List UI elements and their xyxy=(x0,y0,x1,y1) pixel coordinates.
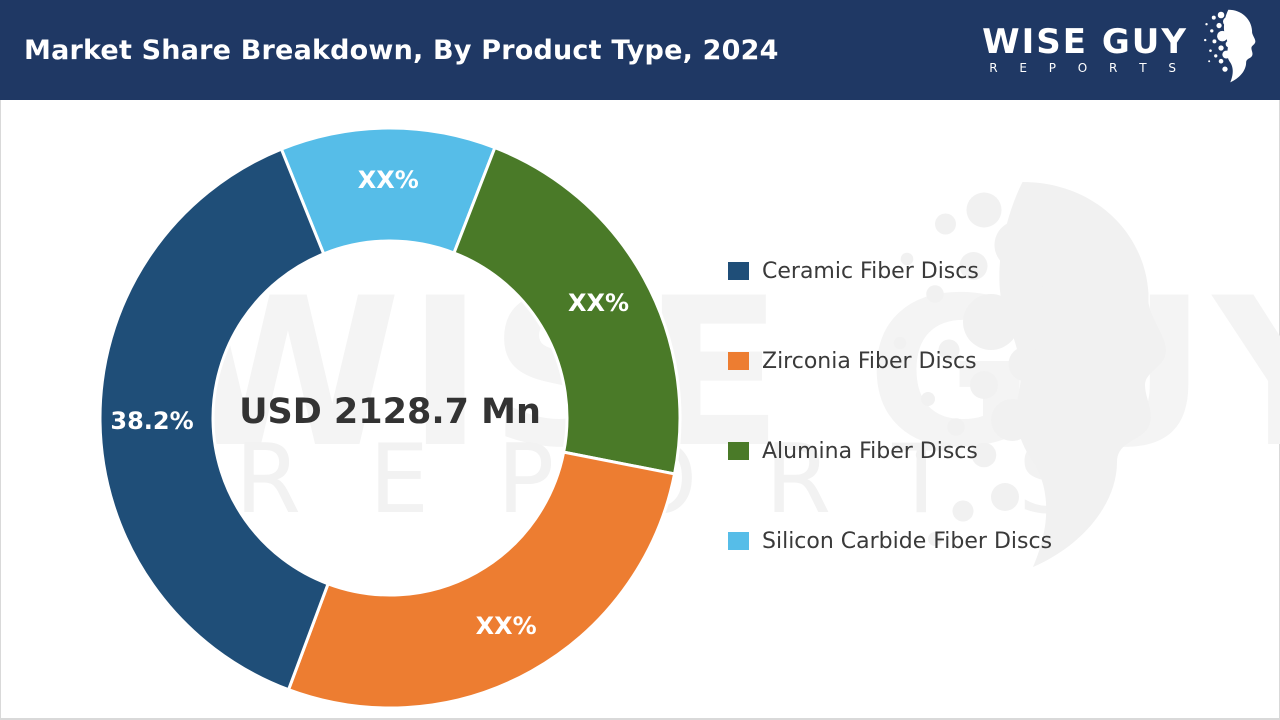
wise-guy-logo: WISE GUY R E P O R T S xyxy=(982,8,1258,92)
wise-guy-face-icon xyxy=(1192,8,1258,92)
donut-segment-ceramic-fiber-discs xyxy=(98,147,331,692)
logo-wordmark: WISE GUY xyxy=(982,22,1188,62)
donut-segment-alumina-fiber-discs xyxy=(452,145,682,476)
legend-label: Zirconia Fiber Discs xyxy=(762,348,977,374)
legend-label: Alumina Fiber Discs xyxy=(762,438,978,464)
legend-item-silicon-carbide: Silicon Carbide Fiber Discs xyxy=(728,518,1052,564)
segment-label: XX% xyxy=(476,612,537,640)
header-bar: Market Share Breakdown, By Product Type,… xyxy=(0,0,1280,100)
legend-swatch-alumina xyxy=(728,442,749,460)
legend-item-ceramic: Ceramic Fiber Discs xyxy=(728,248,1052,294)
donut-chart: XX% XX% XX% 38.2% xyxy=(98,126,682,710)
chart-legend: Ceramic Fiber Discs Zirconia Fiber Discs… xyxy=(728,248,1052,608)
legend-swatch-silicon-carbide xyxy=(728,532,749,550)
legend-item-zirconia: Zirconia Fiber Discs xyxy=(728,338,1052,384)
segment-label: XX% xyxy=(568,289,629,317)
page-title: Market Share Breakdown, By Product Type,… xyxy=(24,34,779,66)
segment-label: 38.2% xyxy=(110,407,193,435)
legend-swatch-zirconia xyxy=(728,352,749,370)
legend-label: Ceramic Fiber Discs xyxy=(762,258,979,284)
logo-subtitle: R E P O R T S xyxy=(989,61,1185,75)
logo-text: WISE GUY R E P O R T S xyxy=(982,25,1188,75)
chart-center-value: USD 2128.7 Mn xyxy=(239,392,541,432)
legend-label: Silicon Carbide Fiber Discs xyxy=(762,528,1053,554)
legend-swatch-ceramic xyxy=(728,262,749,280)
donut-segment-zirconia-fiber-discs xyxy=(286,450,677,710)
segment-label: XX% xyxy=(358,166,419,194)
legend-item-alumina: Alumina Fiber Discs xyxy=(728,428,1052,474)
